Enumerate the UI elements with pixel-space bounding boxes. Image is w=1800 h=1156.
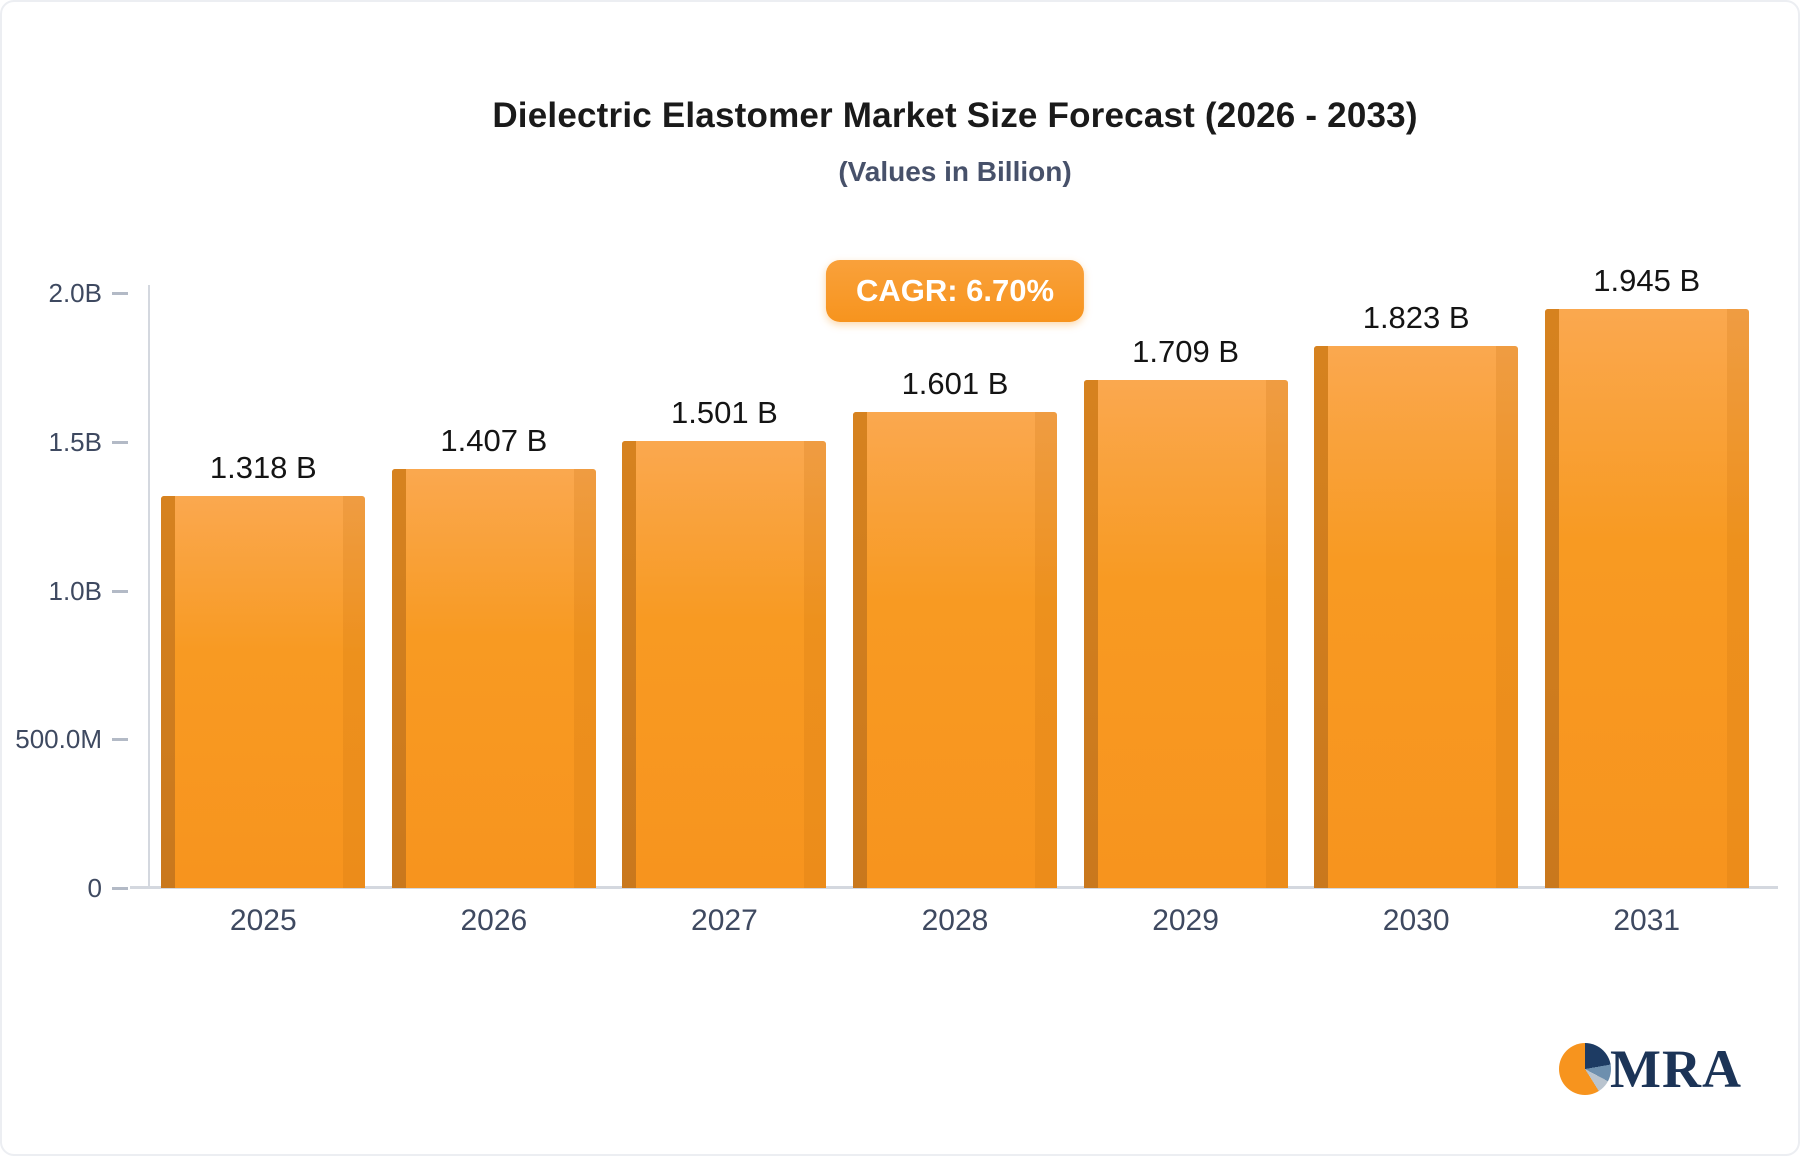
x-axis-label: 2028 <box>921 904 989 937</box>
cagr-badge-label: CAGR: 6.70% <box>855 273 1055 308</box>
x-axis-label: 2027 <box>691 904 758 937</box>
y-axis-line <box>148 285 150 888</box>
y-tick-dash <box>112 887 128 890</box>
x-axis-label: 2029 <box>1152 904 1219 937</box>
bar-2027 <box>622 441 827 888</box>
bar-2031 <box>1544 309 1749 888</box>
bar-value-label: 1.823 B <box>1362 299 1470 335</box>
bar-value-label: 1.407 B <box>440 423 548 459</box>
chart-title: Dielectric Elastomer Market Size Forecas… <box>492 96 1418 135</box>
logo-pie-icon <box>1559 1043 1612 1095</box>
chart-header: Dielectric Elastomer Market Size Forecas… <box>148 96 1762 188</box>
y-tick-label: 0 <box>87 873 102 903</box>
x-axis-label: 2031 <box>1613 904 1681 937</box>
chart-subtitle: (Values in Billion) <box>838 156 1072 187</box>
bar-value-label: 1.318 B <box>209 449 317 485</box>
y-tick-dash <box>112 292 128 295</box>
y-tick-label: 1.5B <box>48 426 103 457</box>
y-tick-dash <box>112 738 128 742</box>
y-tick-label: 2.0B <box>48 278 103 308</box>
bar-2028 <box>853 411 1057 889</box>
logo-text: MRA <box>1610 1039 1742 1099</box>
y-tick-label: 1.0B <box>48 575 103 606</box>
bar-value-label: 1.601 B <box>901 365 1009 401</box>
y-tick-dash <box>112 589 128 593</box>
bar-value-label: 1.709 B <box>1132 333 1239 369</box>
x-axis-label: 2030 <box>1382 904 1450 937</box>
x-axis-label: 2026 <box>460 904 528 937</box>
brand-logo: MRA <box>1559 1038 1742 1100</box>
x-axis-label: 2025 <box>229 904 297 937</box>
bar-2029 <box>1083 379 1288 889</box>
y-tick-dash <box>112 440 128 444</box>
bar-value-label: 1.501 B <box>670 395 778 431</box>
y-tick-label: 500.0M <box>15 724 102 755</box>
bar-2026 <box>391 469 596 888</box>
bar-2030 <box>1314 345 1519 889</box>
cagr-badge: CAGR: 6.70% <box>825 260 1085 322</box>
bar-2025 <box>161 495 366 889</box>
bar-value-label: 1.945 B <box>1593 263 1701 299</box>
